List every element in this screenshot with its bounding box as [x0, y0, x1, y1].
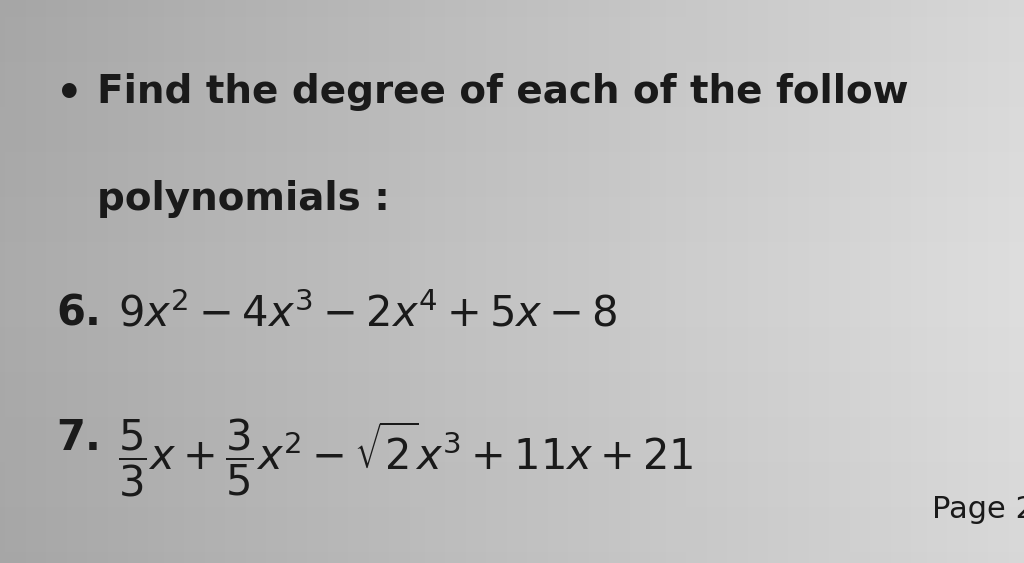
Text: Page 2: Page 2: [932, 494, 1024, 524]
Text: 7.: 7.: [56, 417, 101, 459]
Text: •: •: [56, 73, 83, 115]
Text: Find the degree of each of the follow: Find the degree of each of the follow: [97, 73, 908, 111]
Text: $\dfrac{5}{3}x + \dfrac{3}{5}x^2 - \sqrt{2}x^3 + 11x + 21$: $\dfrac{5}{3}x + \dfrac{3}{5}x^2 - \sqrt…: [118, 417, 693, 499]
Text: 6.: 6.: [56, 293, 101, 335]
Text: polynomials :: polynomials :: [97, 180, 390, 218]
Text: $9x^2 - 4x^3 - 2x^4 + 5x - 8$: $9x^2 - 4x^3 - 2x^4 + 5x - 8$: [118, 293, 617, 335]
